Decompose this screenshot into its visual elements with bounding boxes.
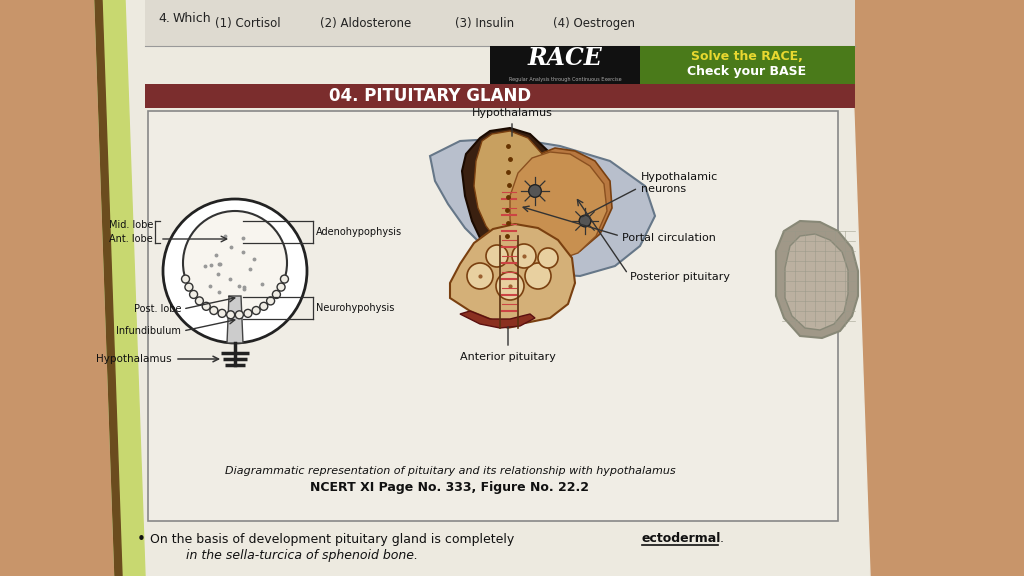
Text: Regular Analysis through Continuous Exercise: Regular Analysis through Continuous Exer… — [509, 77, 622, 81]
Polygon shape — [497, 248, 520, 328]
Text: •: • — [137, 532, 145, 547]
Text: 04. PITUITARY GLAND: 04. PITUITARY GLAND — [329, 87, 531, 105]
Polygon shape — [785, 234, 848, 330]
Text: Infundibulum: Infundibulum — [116, 326, 181, 336]
Polygon shape — [95, 0, 122, 576]
Text: Posterior pituitary: Posterior pituitary — [630, 272, 730, 282]
Circle shape — [189, 290, 198, 298]
Circle shape — [278, 283, 285, 291]
Circle shape — [272, 290, 281, 298]
Text: .: . — [720, 532, 724, 545]
Text: ectodermal: ectodermal — [642, 532, 721, 545]
Text: (1) Cortisol: (1) Cortisol — [215, 17, 281, 31]
Polygon shape — [474, 131, 550, 241]
Polygon shape — [450, 224, 575, 323]
Circle shape — [244, 309, 252, 317]
Circle shape — [185, 283, 193, 291]
Text: Solve the RACE,: Solve the RACE, — [691, 51, 803, 63]
Text: Diagrammatic representation of pituitary and its relationship with hypothalamus: Diagrammatic representation of pituitary… — [224, 466, 675, 476]
Text: Anterior pituitary: Anterior pituitary — [460, 352, 556, 362]
Circle shape — [196, 297, 204, 305]
Circle shape — [210, 306, 218, 314]
Circle shape — [512, 244, 536, 268]
Circle shape — [260, 302, 268, 310]
Circle shape — [181, 275, 189, 283]
Text: Post. lobe: Post. lobe — [133, 304, 181, 314]
Text: Ant. lobe: Ant. lobe — [110, 234, 153, 244]
Polygon shape — [508, 148, 612, 258]
Text: (4) Oestrogen: (4) Oestrogen — [553, 17, 635, 31]
Text: On the basis of development pituitary gland is completely: On the basis of development pituitary gl… — [150, 532, 518, 545]
Circle shape — [496, 272, 524, 300]
Bar — [145, 84, 855, 108]
Circle shape — [580, 215, 591, 227]
Circle shape — [218, 309, 226, 317]
Circle shape — [528, 185, 542, 198]
Circle shape — [226, 311, 234, 319]
Text: Adenohypophysis: Adenohypophysis — [316, 227, 402, 237]
Polygon shape — [776, 221, 858, 338]
Polygon shape — [460, 311, 535, 328]
Circle shape — [281, 275, 289, 283]
Text: NCERT XI Page No. 333, Figure No. 22.2: NCERT XI Page No. 333, Figure No. 22.2 — [310, 482, 590, 495]
Polygon shape — [227, 296, 243, 343]
Text: Hypothalamus: Hypothalamus — [472, 108, 552, 118]
Circle shape — [183, 211, 287, 315]
Bar — [490, 46, 640, 84]
Text: Portal circulation: Portal circulation — [622, 233, 716, 243]
Circle shape — [486, 245, 508, 267]
Text: (3) Insulin: (3) Insulin — [455, 17, 514, 31]
Text: Check your BASE: Check your BASE — [687, 65, 807, 78]
Polygon shape — [95, 0, 870, 576]
Polygon shape — [462, 128, 556, 251]
Polygon shape — [430, 138, 655, 276]
Text: Which: Which — [173, 12, 212, 25]
Polygon shape — [95, 0, 145, 576]
FancyBboxPatch shape — [148, 111, 838, 521]
Circle shape — [525, 263, 551, 289]
Text: Hypothalamus: Hypothalamus — [96, 354, 172, 364]
Circle shape — [236, 311, 244, 319]
Text: Hypothalamic
neurons: Hypothalamic neurons — [641, 172, 718, 194]
Circle shape — [467, 263, 493, 289]
Circle shape — [266, 297, 274, 305]
Bar — [145, 0, 855, 46]
Text: in the sella-turcica of sphenoid bone.: in the sella-turcica of sphenoid bone. — [150, 550, 418, 563]
Circle shape — [202, 302, 210, 310]
Circle shape — [252, 306, 260, 314]
Text: Neurohypohysis: Neurohypohysis — [316, 303, 394, 313]
Text: Mid. lobe: Mid. lobe — [109, 220, 153, 230]
Circle shape — [538, 248, 558, 268]
Text: 4.: 4. — [158, 12, 170, 25]
Text: RACE: RACE — [527, 46, 602, 70]
Text: (2) Aldosterone: (2) Aldosterone — [319, 17, 412, 31]
Polygon shape — [510, 152, 607, 260]
Circle shape — [163, 199, 307, 343]
Bar — [640, 46, 855, 84]
